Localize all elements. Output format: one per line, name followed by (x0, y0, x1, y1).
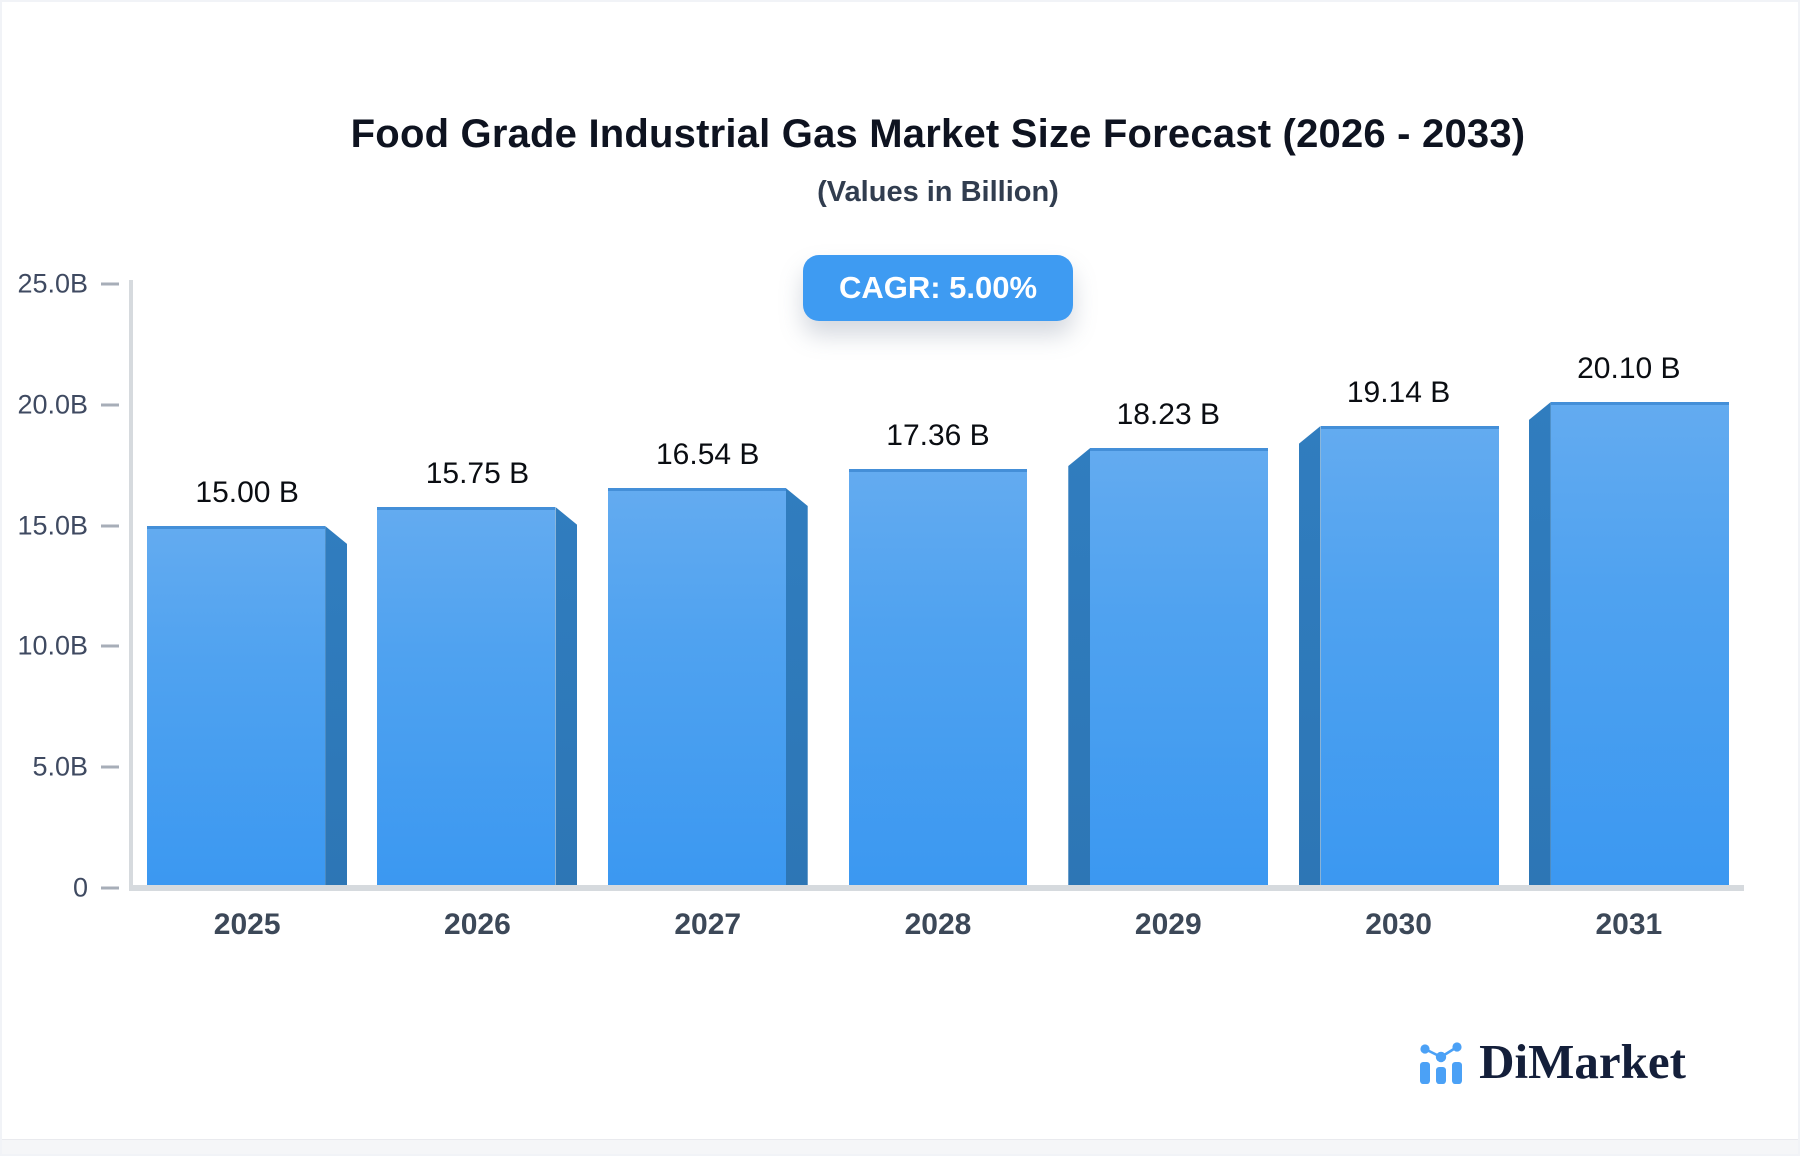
y-axis-label: 15.0B (17, 510, 88, 541)
x-axis-label: 2028 (904, 908, 972, 941)
bar-2030[interactable] (1298, 426, 1499, 888)
y-axis-tick (101, 282, 119, 286)
bar-2028[interactable] (838, 469, 1038, 888)
y-axis-tick (101, 524, 119, 528)
bar-3d-side (785, 488, 808, 888)
bar-3d-side (1298, 426, 1321, 888)
x-axis-label: 2030 (1365, 908, 1432, 941)
x-axis-label: 2025 (213, 908, 281, 941)
bar-3d-side (1528, 402, 1551, 888)
bar-face (607, 488, 786, 888)
y-axis-label: 5.0B (32, 751, 88, 782)
bar-3d-side (555, 507, 578, 888)
bar-2027[interactable] (607, 488, 808, 888)
bar-2029[interactable] (1068, 448, 1269, 888)
y-axis-line (129, 280, 133, 891)
y-axis-label: 10.0B (17, 630, 88, 661)
cagr-badge: CAGR: 5.00% (802, 255, 1074, 321)
bar-2025[interactable] (147, 526, 348, 888)
chart-title: Food Grade Industrial Gas Market Size Fo… (350, 112, 1526, 156)
bar-face (1090, 448, 1269, 888)
bar-slot: 15.75 B 2026 (362, 284, 592, 941)
logo-text: DiMarket (1479, 1033, 1686, 1089)
bar-face (1320, 426, 1499, 888)
logo: DiMarket (1418, 1036, 1686, 1086)
bottom-edge (2, 1139, 1798, 1154)
y-axis-tick (101, 886, 119, 890)
bar-value-label: 20.10 B (1577, 352, 1681, 385)
chart-header: Food Grade Industrial Gas Market Size Fo… (132, 2, 1744, 321)
bar-3d-side (325, 526, 348, 888)
logo-chart-icon (1420, 1042, 1463, 1084)
bar-value-label: 16.54 B (655, 438, 760, 471)
x-axis-label: 2029 (1134, 908, 1202, 941)
bar-value-label: 15.00 B (195, 476, 299, 509)
bar-slot: 19.14 B 2030 (1283, 284, 1513, 941)
y-axis-label: 20.0B (17, 389, 88, 420)
bar-3d-side (1068, 448, 1091, 888)
bar-value-label: 18.23 B (1116, 398, 1220, 431)
y-axis-label: 25.0B (17, 268, 88, 299)
bar-face (848, 469, 1027, 888)
bar-2031[interactable] (1528, 402, 1729, 888)
bar-face (377, 507, 556, 888)
bar-value-label: 17.36 B (886, 419, 990, 452)
y-axis-tick (101, 644, 119, 648)
chart-subtitle: (Values in Billion) (817, 176, 1059, 208)
y-axis-tick (101, 403, 119, 407)
x-axis-label: 2031 (1595, 908, 1663, 941)
bar-slot: 17.36 B 2028 (823, 284, 1053, 941)
plot-area: 0 5.0B 10.0B 15.0B 20.0B 25.0B 15.00 B 2025 15.7… (17, 269, 1744, 941)
bar-slot: 18.23 B 2029 (1053, 284, 1283, 941)
bar-value-label: 19.14 B (1346, 376, 1451, 409)
bar-value-label: 15.75 B (425, 457, 530, 490)
y-axis-label: 0 (72, 872, 88, 903)
x-axis-line (129, 885, 1744, 891)
y-axis-tick (101, 765, 119, 769)
bar-slot: 20.10 B 2031 (1514, 284, 1744, 941)
x-axis-label: 2027 (674, 908, 742, 941)
bar-slot: 16.54 B 2027 (593, 284, 823, 941)
bar-face (1550, 402, 1729, 888)
bar-face (147, 526, 326, 888)
x-axis-label: 2026 (444, 908, 511, 941)
bar-slot: 15.00 B 2025 (132, 284, 362, 941)
bar-2026[interactable] (377, 507, 578, 888)
